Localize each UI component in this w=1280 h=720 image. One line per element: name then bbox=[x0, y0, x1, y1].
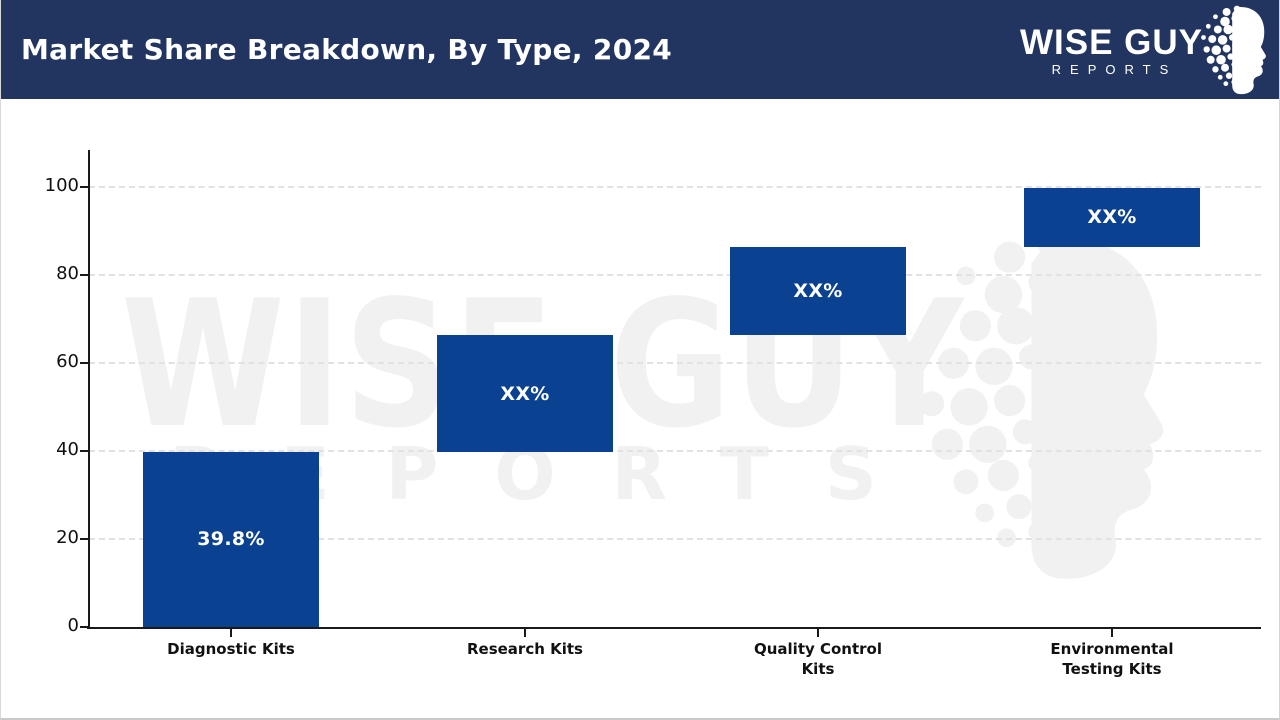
bar-value-label: XX% bbox=[1087, 206, 1137, 229]
y-tick-label: 40 bbox=[56, 439, 79, 460]
bar-1: 39.8% bbox=[143, 451, 319, 627]
y-tick-label: 20 bbox=[56, 527, 79, 548]
y-tick-label: 60 bbox=[56, 351, 79, 372]
y-tick-label: 0 bbox=[67, 615, 79, 636]
bar-3: XX% bbox=[730, 246, 906, 336]
gridline-20 bbox=[89, 538, 1261, 540]
y-tick-label: 80 bbox=[56, 263, 79, 284]
header-bar: Market Share Breakdown, By Type, 2024 WI… bbox=[1, 0, 1279, 99]
x-tick-mark bbox=[817, 629, 819, 637]
wise-guy-face-icon bbox=[1201, 5, 1266, 94]
y-tick-mark bbox=[80, 362, 89, 364]
category-label: Research Kits bbox=[405, 639, 645, 659]
category-label-line: Research Kits bbox=[466, 640, 583, 658]
y-tick-mark bbox=[80, 626, 89, 628]
logo-wordmark: WISE GUY bbox=[1019, 22, 1203, 62]
category-label: Environmental Testing Kits bbox=[992, 639, 1232, 679]
bar-2: XX% bbox=[437, 335, 613, 452]
wise-guy-logo: WISE GUY REPORTS bbox=[1020, 4, 1273, 98]
category-label-line: Testing Kits bbox=[1062, 660, 1162, 678]
bar-4: XX% bbox=[1024, 187, 1200, 247]
gridline-80 bbox=[89, 274, 1261, 276]
category-label-line: Kits bbox=[801, 660, 835, 678]
x-tick-mark bbox=[1111, 629, 1113, 637]
y-tick-mark bbox=[80, 186, 89, 188]
x-tick-mark bbox=[524, 629, 526, 637]
x-axis-line bbox=[87, 627, 1261, 629]
logo-text: WISE GUY REPORTS bbox=[1019, 22, 1203, 78]
category-label: Quality Control Kits bbox=[698, 639, 938, 679]
y-tick-label: 100 bbox=[44, 175, 79, 196]
category-label-line: Environmental bbox=[1050, 640, 1174, 658]
y-tick-mark bbox=[80, 274, 89, 276]
gridline-60 bbox=[89, 362, 1261, 364]
y-axis-line bbox=[88, 150, 90, 629]
category-label-line: Quality Control bbox=[753, 640, 882, 658]
gridline-40 bbox=[89, 450, 1261, 452]
page-title: Market Share Breakdown, By Type, 2024 bbox=[21, 33, 673, 66]
category-label: Diagnostic Kits bbox=[111, 639, 351, 659]
gridline-100 bbox=[89, 186, 1261, 188]
logo-subtitle: REPORTS bbox=[1051, 61, 1178, 77]
x-tick-mark bbox=[230, 629, 232, 637]
y-tick-mark bbox=[80, 450, 89, 452]
category-label-line: Diagnostic Kits bbox=[167, 640, 295, 658]
bar-value-label: XX% bbox=[793, 280, 843, 303]
y-tick-mark bbox=[80, 538, 89, 540]
bar-value-label: 39.8% bbox=[197, 528, 265, 551]
bar-value-label: XX% bbox=[500, 382, 550, 405]
